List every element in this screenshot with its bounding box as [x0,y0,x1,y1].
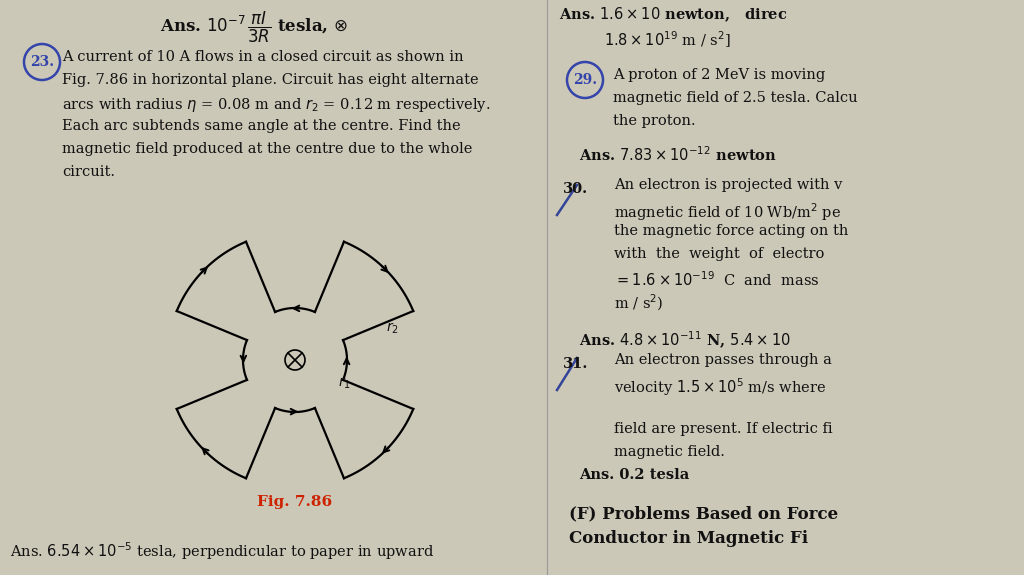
Text: m / s$^2$): m / s$^2$) [614,293,664,313]
Text: $1.8 \times 10^{19}$ m / s$^2$]: $1.8 \times 10^{19}$ m / s$^2$] [604,30,731,51]
Text: with  the  weight  of  electro: with the weight of electro [614,247,824,261]
Text: A current of 10 A flows in a closed circuit as shown in: A current of 10 A flows in a closed circ… [62,50,464,64]
Text: magnetic field.: magnetic field. [614,445,725,459]
Text: Ans. $4.8 \times 10^{-11}$ N, $5.4 \times 10$: Ans. $4.8 \times 10^{-11}$ N, $5.4 \time… [579,330,791,351]
Text: field are present. If electric fi: field are present. If electric fi [614,422,833,436]
Text: magnetic field produced at the centre due to the whole: magnetic field produced at the centre du… [62,142,472,156]
Text: (F) Problems Based on Force: (F) Problems Based on Force [569,505,838,522]
Text: Ans. $6.54 \times 10^{-5}$ tesla, perpendicular to paper in upward: Ans. $6.54 \times 10^{-5}$ tesla, perpen… [10,540,434,562]
Text: arcs with radius $\eta$ = 0.08 m and $r_2$ = 0.12 m respectively.: arcs with radius $\eta$ = 0.08 m and $r_… [62,96,490,114]
Text: velocity $1.5 \times 10^5$ m/s where: velocity $1.5 \times 10^5$ m/s where [614,376,826,398]
Text: the magnetic force acting on th: the magnetic force acting on th [614,224,848,238]
Text: Fig. 7.86: Fig. 7.86 [257,495,333,509]
Text: $r_1$: $r_1$ [339,376,351,392]
Text: circuit.: circuit. [62,165,115,179]
Text: 31.: 31. [563,357,589,371]
Text: Each arc subtends same angle at the centre. Find the: Each arc subtends same angle at the cent… [62,119,461,133]
Text: Fig. 7.86 in horizontal plane. Circuit has eight alternate: Fig. 7.86 in horizontal plane. Circuit h… [62,73,478,87]
Text: magnetic field of 10 Wb/m$^2$ pe: magnetic field of 10 Wb/m$^2$ pe [614,201,841,223]
Text: 30.: 30. [563,182,588,196]
Text: Conductor in Magnetic Fi: Conductor in Magnetic Fi [569,530,808,547]
Text: the proton.: the proton. [613,114,695,128]
Text: An electron passes through a: An electron passes through a [614,353,831,367]
Text: Ans. $1.6 \times 10$ newton,   direc: Ans. $1.6 \times 10$ newton, direc [559,5,787,24]
Text: An electron is projected with v: An electron is projected with v [614,178,843,192]
Text: 29.: 29. [573,73,597,87]
Text: Ans. $10^{-7}\,\dfrac{\pi I}{3R}$ tesla, $\otimes$: Ans. $10^{-7}\,\dfrac{\pi I}{3R}$ tesla,… [160,10,348,45]
Text: 23.: 23. [30,55,54,69]
Text: Ans. $7.83 \times 10^{-12}$ newton: Ans. $7.83 \times 10^{-12}$ newton [579,145,777,164]
Text: $= 1.6 \times 10^{-19}$  C  and  mass: $= 1.6 \times 10^{-19}$ C and mass [614,270,819,289]
Text: Ans. 0.2 tesla: Ans. 0.2 tesla [579,468,689,482]
Text: A proton of 2 MeV is moving: A proton of 2 MeV is moving [613,68,825,82]
Text: $r_2$: $r_2$ [386,320,399,336]
Text: magnetic field of 2.5 tesla. Calcu: magnetic field of 2.5 tesla. Calcu [613,91,858,105]
